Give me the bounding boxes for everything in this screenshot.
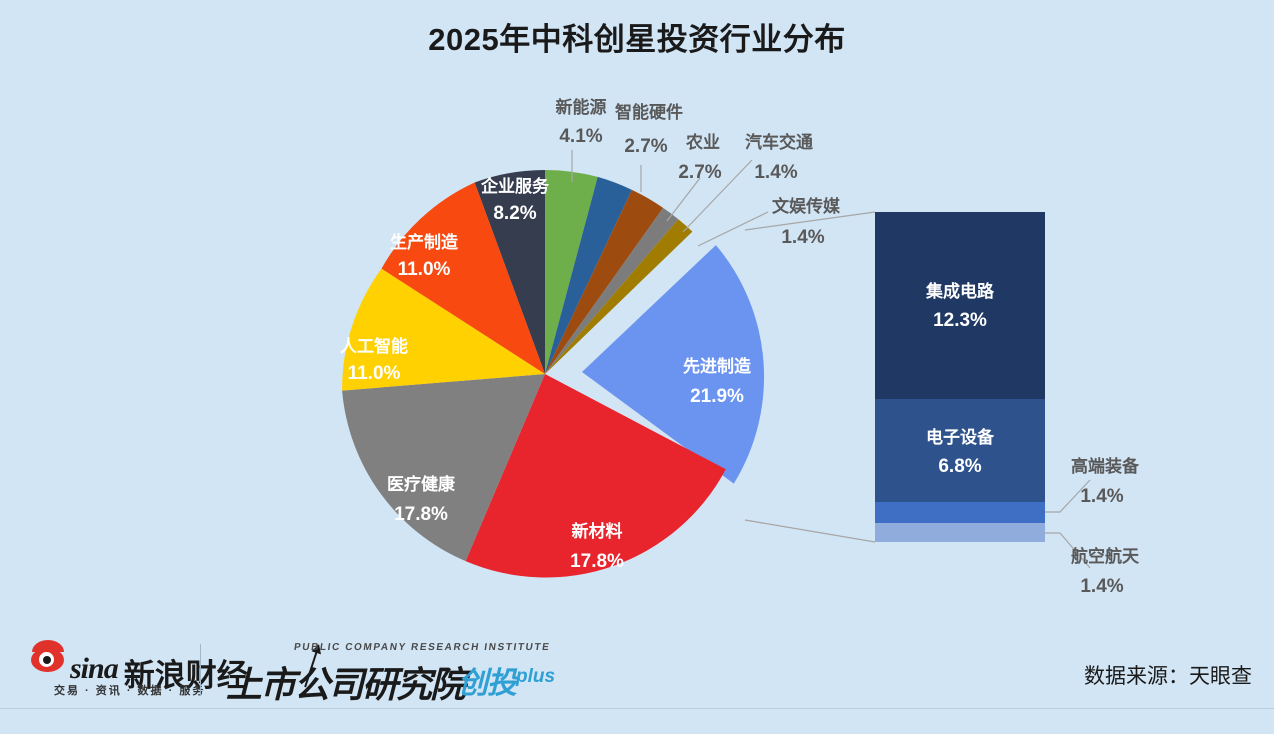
pie-to-bar-connector (744, 211, 876, 543)
bar-pct-gaoduanzhuangbei: 1.4% (1080, 486, 1123, 507)
slice-pct-wenyuchuanmei: 1.4% (781, 227, 824, 248)
data-source-note: 数据来源：天眼查 (1084, 665, 1252, 688)
slice-label-nongye: 农业 (685, 132, 720, 152)
bar-label-gaoduanzhuangbei: 高端装备 (1071, 456, 1140, 476)
bar-segment-gaoduanzhuangbei[interactable] (875, 502, 1045, 523)
bar-segment-hangkonghangtian[interactable] (875, 523, 1045, 542)
pie-slice-xianjinzhizao[interactable] (582, 245, 765, 484)
slice-label-wenyuchuanmei: 文娱传媒 (772, 196, 841, 216)
footer: sina 新浪财经 交易 · 资讯 · 数据 · 服务 PUBLIC COMPA… (0, 630, 1274, 734)
bar-segment-dianzishebei[interactable] (875, 399, 1045, 502)
bar-pct-dianzishebei: 6.8% (938, 456, 981, 477)
slice-pct-qichejiaotong: 1.4% (754, 162, 797, 183)
pie-slice-nongye[interactable] (545, 189, 664, 374)
pie-slice-wenyuchuanmei[interactable] (545, 219, 693, 374)
slice-pct-zhinengyingjian: 2.7% (624, 136, 667, 157)
slice-pct-xincailiao: 17.8% (570, 551, 624, 572)
slice-pct-shengchanzhizao: 11.0% (398, 259, 451, 280)
pie-outside-labels: 新能源 4.1% 智能硬件 2.7% 农业 2.7% 汽车交通 1.4% 文娱传… (556, 97, 841, 248)
slice-pct-nongye: 2.7% (678, 162, 721, 183)
slice-label-qichejiaotong: 汽车交通 (745, 132, 813, 152)
sina-logo: sina 新浪财经 (26, 638, 248, 695)
slice-label-qiyefuwu: 企业服务 (480, 176, 550, 196)
slice-label-yiliaojiankang: 医疗健康 (387, 474, 456, 494)
ctplus-english: plus (516, 666, 556, 687)
slice-pct-rengongzhineng: 11.0% (348, 363, 401, 384)
bar-label-dianzishebei: 电子设备 (926, 427, 995, 447)
page-title: 2025年中科创星投资行业分布 (428, 22, 846, 57)
bar-label-jichengdianlu: 集成电路 (925, 281, 995, 301)
slice-label-xincailiao: 新材料 (572, 521, 623, 541)
pie-slice-yiliaojiankang[interactable] (342, 374, 545, 562)
ctplus-chinese: 创投 (458, 667, 517, 700)
pie-inside-labels: 企业服务 8.2% 生产制造 11.0% 人工智能 11.0% 医疗健康 17.… (340, 176, 752, 572)
slice-label-xinnengyuan: 新能源 (556, 97, 607, 117)
bar-inside-labels: 集成电路 12.3% 电子设备 6.8% (925, 281, 995, 477)
bar-pct-jichengdianlu: 12.3% (933, 310, 987, 331)
ctplus-logo: 创投plus (458, 658, 555, 702)
pie-slices (342, 169, 765, 578)
slice-pct-qiyefuwu: 8.2% (493, 203, 536, 224)
slice-pct-xinnengyuan: 4.1% (559, 126, 602, 147)
sina-chinese-name: 新浪财经 (123, 658, 248, 693)
pie-slice-zhinengyingjian[interactable] (545, 176, 632, 374)
breakout-stacked-bar (875, 212, 1045, 542)
pie-slice-shengchanzhizao[interactable] (381, 182, 546, 375)
slice-label-rengongzhineng: 人工智能 (340, 336, 408, 356)
pie-slice-xincailiao[interactable] (465, 374, 726, 578)
footer-divider-line (0, 708, 1274, 709)
slice-label-shengchanzhizao: 生产制造 (390, 232, 459, 252)
pie-slice-rengongzhineng[interactable] (342, 268, 545, 391)
slice-label-zhinengyingjian: 智能硬件 (615, 102, 683, 122)
institute-english-name: PUBLIC COMPANY RESEARCH INSTITUTE (293, 642, 552, 653)
pie-slice-qichejiaotong[interactable] (545, 207, 679, 374)
bar-pct-hangkonghangtian: 1.4% (1080, 576, 1123, 597)
institute-chinese-name: 上市公司研究院 (226, 664, 466, 705)
bar-label-hangkonghangtian: 航空航天 (1071, 546, 1140, 566)
sina-wordmark: sina (70, 652, 119, 685)
sina-eye-icon (26, 640, 72, 680)
slice-pct-xianjinzhizao: 21.9% (690, 386, 744, 407)
footer-vertical-divider (200, 644, 201, 696)
sina-tagline: 交易 · 资讯 · 数据 · 服务 (54, 685, 206, 697)
pie-slice-qiyefuwu[interactable] (474, 169, 545, 374)
bar-outside-labels: 高端装备 1.4% 航空航天 1.4% (1045, 456, 1140, 597)
slice-label-xianjinzhizao: 先进制造 (683, 356, 752, 376)
slice-pct-yiliaojiankang: 17.8% (394, 504, 448, 525)
pie-slice-xinnengyuan[interactable] (545, 169, 598, 374)
bar-segment-jichengdianlu[interactable] (875, 212, 1045, 399)
